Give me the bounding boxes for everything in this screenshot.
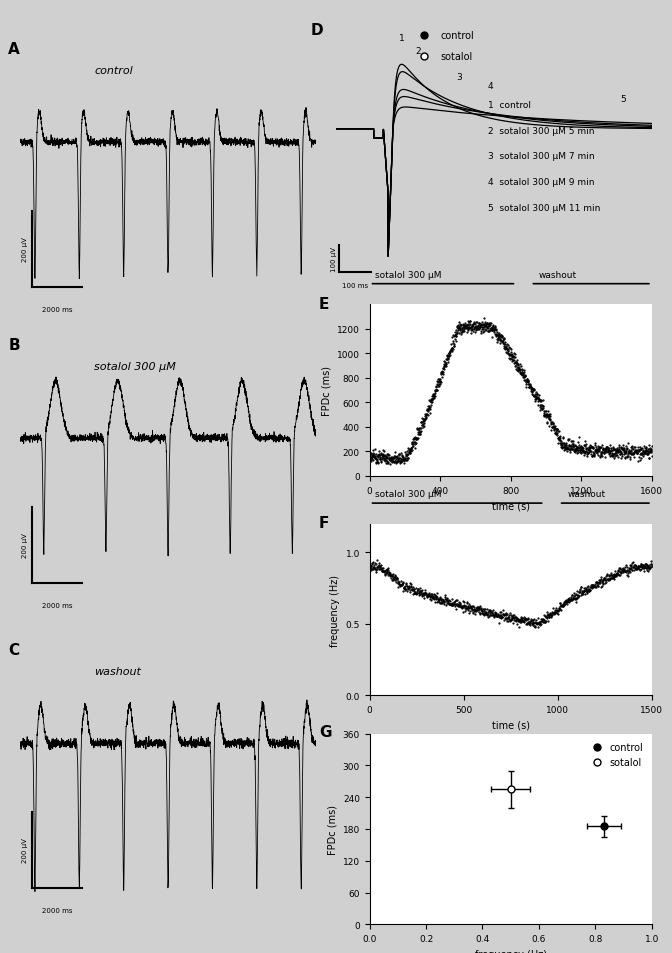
Text: E: E [319, 296, 329, 312]
Text: 4  sotalol 300 μM 9 min: 4 sotalol 300 μM 9 min [488, 178, 594, 187]
Text: D: D [310, 24, 323, 38]
Text: 100 μV: 100 μV [331, 247, 337, 272]
Text: 200 μV: 200 μV [22, 838, 28, 862]
Text: 200 μV: 200 μV [22, 237, 28, 262]
Y-axis label: FPDc (ms): FPDc (ms) [327, 804, 337, 854]
Text: control: control [440, 31, 474, 41]
Text: 3  sotalol 300 μM 7 min: 3 sotalol 300 μM 7 min [488, 152, 594, 161]
Y-axis label: FPDc (ms): FPDc (ms) [321, 366, 331, 416]
Text: C: C [8, 642, 19, 658]
Text: sotalol 300 μM: sotalol 300 μM [375, 490, 442, 498]
Text: A: A [8, 42, 20, 57]
X-axis label: frequency (Hz): frequency (Hz) [474, 948, 547, 953]
Text: 2  sotalol 300 μM 5 min: 2 sotalol 300 μM 5 min [488, 127, 594, 135]
Text: 100 ms: 100 ms [342, 282, 368, 288]
Text: washout: washout [94, 667, 141, 677]
Text: control: control [94, 67, 133, 76]
Text: sotalol 300 μM: sotalol 300 μM [375, 271, 442, 279]
Legend: control, sotalol: control, sotalol [583, 739, 647, 771]
Text: 2000 ms: 2000 ms [42, 907, 73, 913]
X-axis label: time (s): time (s) [492, 720, 530, 730]
Text: 200 μV: 200 μV [22, 533, 28, 558]
Text: 1: 1 [399, 34, 405, 44]
Text: 2000 ms: 2000 ms [42, 602, 73, 608]
Text: washout: washout [539, 271, 577, 279]
Text: F: F [319, 516, 329, 531]
Text: sotalol: sotalol [440, 51, 472, 62]
Text: 4: 4 [488, 82, 493, 91]
Text: 5  sotalol 300 μM 11 min: 5 sotalol 300 μM 11 min [488, 204, 600, 213]
Text: B: B [8, 337, 20, 353]
X-axis label: time (s): time (s) [492, 500, 530, 511]
Text: 2: 2 [415, 48, 421, 56]
Text: G: G [319, 724, 331, 740]
Text: sotalol 300 μM: sotalol 300 μM [94, 362, 176, 372]
Text: 5: 5 [620, 95, 626, 104]
Text: washout: washout [567, 490, 605, 498]
Text: 2000 ms: 2000 ms [42, 307, 73, 313]
Y-axis label: frequency (Hz): frequency (Hz) [330, 574, 340, 646]
Text: 3: 3 [456, 73, 462, 82]
Text: 1  control: 1 control [488, 101, 531, 110]
